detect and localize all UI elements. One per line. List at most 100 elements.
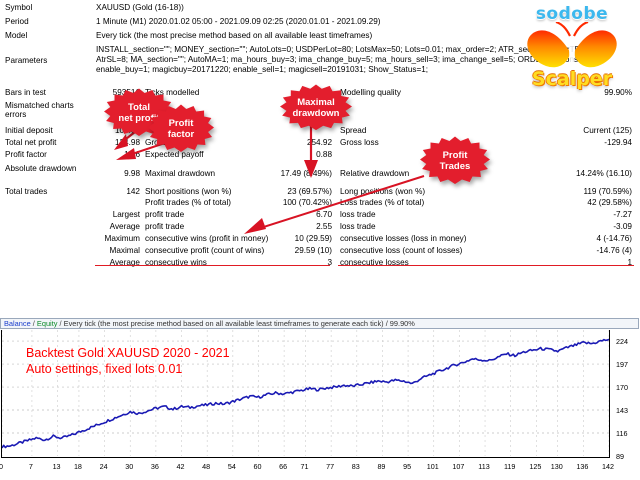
legend-balance: Balance [4, 319, 31, 328]
starburst-shape [280, 84, 352, 131]
stats-row: Largest profit trade 6.70 loss trade -7.… [0, 210, 640, 222]
stat-label: Absolute drawdown [5, 164, 77, 173]
stats-row: Maximum consecutive wins (profit in mone… [0, 234, 640, 246]
period-value: 1 Minute (M1) 2020.01.02 05:00 - 2021.09… [96, 17, 381, 26]
chart-legend: Balance / Equity / Every tick (the most … [0, 318, 639, 329]
stat-label: Spread [340, 126, 367, 135]
stat-label: consecutive wins (profit in money) [145, 234, 269, 243]
x-axis-tick: 136 [576, 462, 589, 471]
statistics-table: Bars in test 593516 Ticks modelled Model… [0, 88, 640, 270]
x-axis-tick: 30 [125, 462, 134, 471]
x-axis-tick: 7 [28, 462, 33, 471]
stat-value: 29.59 (10) [294, 246, 332, 255]
callout-profit-factor: Profit factor [148, 104, 214, 154]
stats-row: Total trades 142 Short positions (won %)… [0, 184, 640, 198]
equity-curve-svg [2, 330, 609, 456]
stat-value: -3.09 [613, 222, 632, 231]
stat-label: profit trade [145, 222, 185, 231]
stat-value: 3 [327, 258, 332, 267]
stat-label: Initial deposit [5, 126, 53, 135]
chart-x-axis: 0 7 13 18 24 30 36 42 48 54 60 66 71 77 83 89 95 101 107 11… [0, 460, 640, 474]
logo-brand-text: sodobe [535, 4, 609, 24]
callout-label: Profit Trades [439, 150, 471, 172]
stat-label: Loss trades (% of total) [340, 198, 425, 207]
stat-label: Ticks modelled [145, 88, 200, 97]
logo-product-text: Scalper [531, 68, 613, 90]
stat-value: -14.76 (4) [596, 246, 633, 255]
stat-value: 2.55 [316, 222, 332, 231]
stat-qualifier: Maximum [104, 234, 140, 243]
stat-qualifier: Average [109, 258, 140, 267]
stat-label: profit trade [145, 210, 185, 219]
stat-value: 4 (-14.76) [596, 234, 633, 243]
stat-label: Expected payoff [145, 150, 204, 159]
callout-label: Total net profit [118, 102, 160, 124]
x-axis-tick: 13 [52, 462, 61, 471]
stat-qualifier: Maximal [109, 246, 140, 255]
stat-label: Relative drawdown [340, 169, 410, 178]
stat-value: 42 (29.58%) [587, 198, 632, 207]
parameters-line-3: enable_buy=1; magicbuy=20171220; enable_… [96, 65, 429, 74]
x-axis-tick: 107 [452, 462, 465, 471]
stat-label: Bars in test [5, 88, 46, 97]
legend-equity: Equity [36, 319, 58, 328]
callout-profit-trades: Profit Trades [420, 136, 490, 186]
y-axis-tick: 170 [616, 383, 628, 393]
stat-label: Profit trades (% of total) [145, 198, 232, 207]
chart-annotation: Backtest Gold XAUUSD 2020 - 2021 Auto se… [26, 346, 230, 377]
x-axis-tick: 24 [99, 462, 108, 471]
arrow-profit-trades [244, 175, 425, 234]
y-axis-tick: 143 [616, 406, 628, 416]
stat-label: Long positions (won %) [340, 187, 426, 196]
symbol-label: Symbol [5, 3, 33, 12]
x-axis-tick: 36 [150, 462, 159, 471]
chart-plot-area [1, 330, 610, 458]
stat-label: consecutive loss (count of losses) [340, 246, 463, 255]
x-axis-tick: 130 [550, 462, 563, 471]
stat-label: Gross loss [340, 138, 379, 147]
y-axis-tick: 224 [616, 337, 628, 347]
stat-qualifier: Largest [112, 210, 140, 219]
stat-label: Total net profit [5, 138, 57, 147]
stat-value: -7.27 [613, 210, 632, 219]
x-axis-tick: 42 [176, 462, 185, 471]
model-label: Model [5, 31, 28, 40]
stat-label: loss trade [340, 210, 376, 219]
row-separator-left [95, 265, 330, 266]
parameters-line-1: INSTALL_section=""; MONEY_section=""; Au… [96, 45, 592, 54]
backtest-report: Symbol XAUUSD (Gold (16-18)) Period 1 Mi… [0, 3, 640, 270]
legend-separator-1: / [32, 319, 35, 328]
stat-label: Short positions (won %) [145, 187, 232, 196]
callout-maximal-drawdown: Maximal drawdown [280, 84, 352, 132]
chart-annotation-line-1: Backtest Gold XAUUSD 2020 - 2021 [26, 346, 230, 360]
stat-value: 254.92 [306, 138, 332, 147]
stat-label: Total trades [5, 187, 48, 196]
stats-row: Average consecutive wins 3 consecutive l… [0, 258, 640, 270]
stat-value: 23 (69.57%) [287, 187, 332, 196]
stat-label: Maximal drawdown [145, 169, 216, 178]
x-axis-tick: 95 [403, 462, 412, 471]
stat-label: Mismatched charts errors [5, 101, 74, 119]
header-row-model: Model Every tick (the most precise metho… [0, 28, 640, 42]
header-row-parameters: Parameters INSTALL_section=""; MONEY_sec… [0, 42, 640, 82]
parameters-label: Parameters [5, 56, 48, 65]
stat-label: loss trade [340, 222, 376, 231]
stat-value: 1 [627, 258, 632, 267]
stat-value: 119 (70.59%) [583, 187, 632, 196]
butterfly-icon [527, 22, 617, 68]
x-axis-tick: 113 [478, 462, 490, 471]
stat-value: 124.98 [114, 138, 140, 147]
stat-label: consecutive wins [145, 258, 207, 267]
equity-chart: Balance / Equity / Every tick (the most … [0, 318, 640, 480]
x-axis-tick: 89 [377, 462, 386, 471]
stats-row: Absolute drawdown 9.98 Maximal drawdown … [0, 162, 640, 184]
y-axis-tick: 116 [616, 429, 628, 438]
legend-description: Every tick (the most precise method base… [63, 319, 415, 328]
stat-value: 10 (29.59) [294, 234, 332, 243]
stat-value: 99.90% [604, 88, 632, 97]
x-axis-tick: 101 [426, 462, 439, 471]
x-axis-tick: 142 [602, 462, 614, 471]
x-axis-tick: 119 [503, 462, 516, 471]
stat-value: Current (125) [583, 126, 632, 135]
x-axis-tick: 0 [0, 462, 3, 471]
